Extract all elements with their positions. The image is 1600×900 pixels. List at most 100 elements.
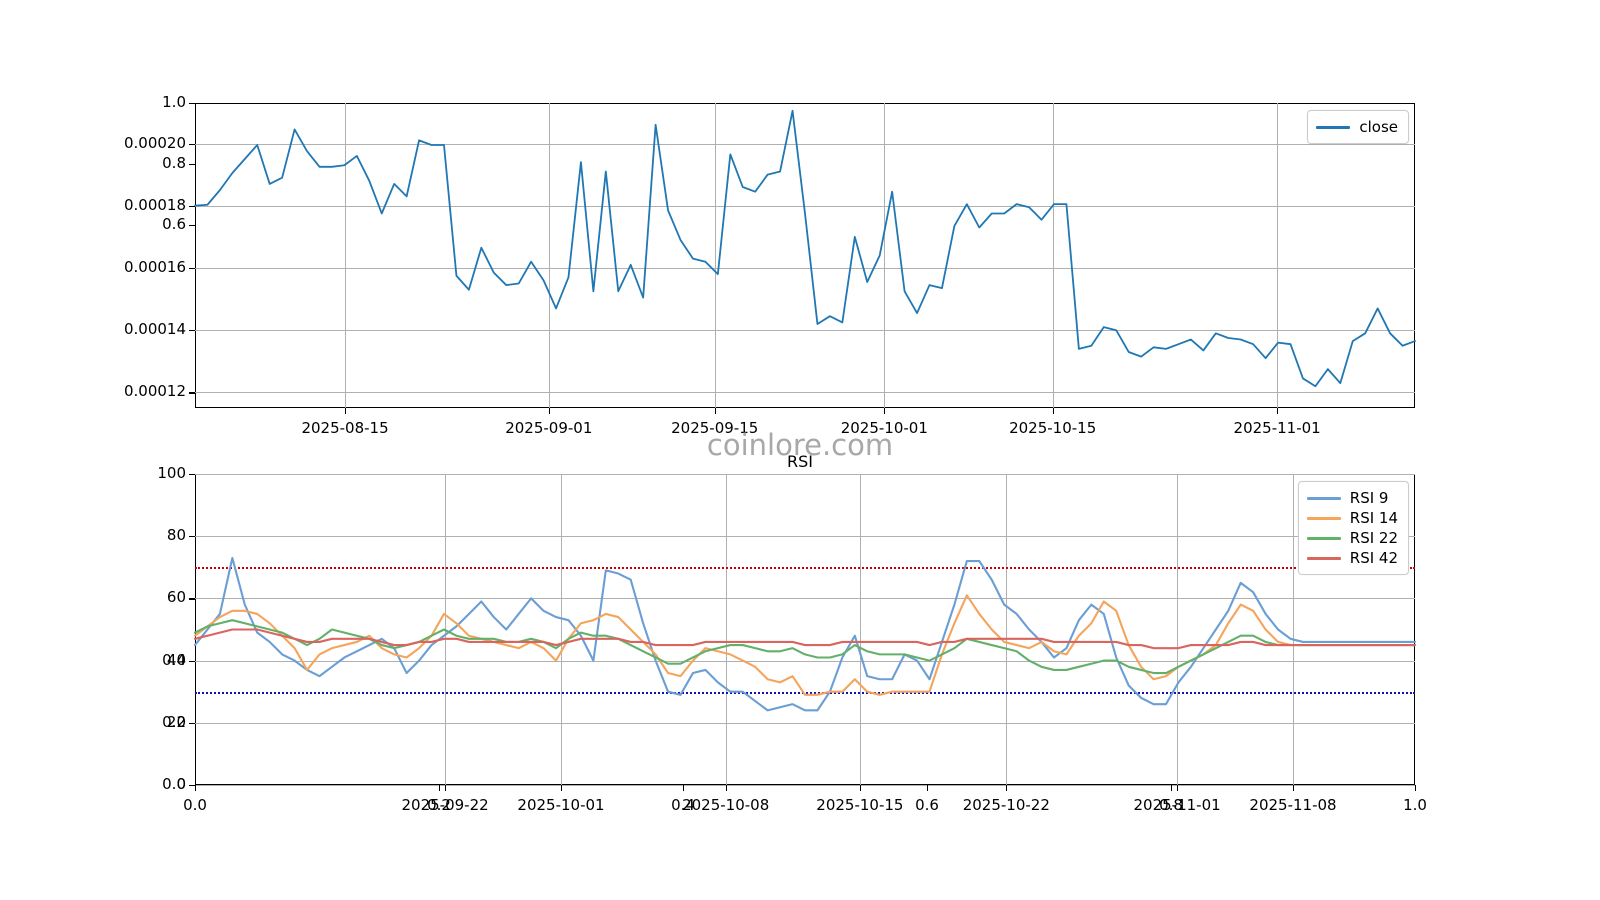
rsi-gridline-v	[725, 474, 727, 785]
rsi-xtick-label-date: 2025-10-22	[962, 796, 1050, 814]
rsi-gridline-v	[561, 474, 562, 785]
legend-label: RSI 42	[1349, 549, 1398, 567]
rsi-xtick-label-numeric: 0.2	[427, 796, 451, 814]
rsi-gridline-v	[1006, 474, 1008, 785]
price-ytick-label-secondary: 1.0	[162, 93, 186, 111]
rsi-xtick-mark	[445, 785, 447, 791]
rsi-xtick-label-numeric: 0.8	[1159, 796, 1183, 814]
rsi-xtick-label-date: 2025-10-01	[517, 796, 605, 814]
price-xtick-mark	[1277, 408, 1279, 414]
legend-label: RSI 22	[1349, 529, 1398, 547]
legend-color-swatch	[1316, 125, 1351, 129]
price-plot-frame	[195, 103, 1415, 408]
price-xtick-mark	[884, 408, 886, 414]
price-ytick-mark	[189, 143, 195, 145]
rsi-xtick-mark-numeric	[439, 785, 441, 791]
price-xtick-label: 2025-10-01	[840, 419, 928, 437]
rsi-chart-panel: RSI 9 RSI 14 RSI 22 RSI 42	[193, 474, 1417, 786]
rsi-xtick-label-date: 2025-09-22	[401, 796, 489, 814]
price-xtick-label: 2025-08-15	[301, 419, 389, 437]
price-gridline-v	[548, 103, 550, 408]
rsi-xtick-label-date: 2025-11-01	[1133, 796, 1221, 814]
rsi-ytick-mark	[189, 598, 195, 600]
price-xtick-mark	[1052, 408, 1054, 414]
price-ytick-mark	[189, 267, 195, 270]
rsi-xtick-label-numeric: 0.4	[671, 796, 695, 814]
rsi-xtick-mark	[859, 785, 862, 791]
price-xtick-mark	[548, 408, 550, 414]
price-xtick-label: 2025-10-15	[1009, 419, 1097, 437]
rsi-legend[interactable]: RSI 9 RSI 14 RSI 22 RSI 42	[1297, 481, 1409, 575]
price-ytick-mark-secondary	[189, 164, 195, 166]
rsi-ytick-label: 40	[166, 650, 186, 669]
price-ytick-mark-secondary	[189, 225, 195, 227]
price-legend-item[interactable]: close	[1316, 117, 1398, 137]
rsi-gridline-h	[195, 660, 1415, 662]
price-xtick-label: 2025-09-15	[671, 419, 759, 437]
rsi-gridline-h	[195, 598, 1415, 600]
rsi-xtick-mark-numeric	[927, 785, 929, 791]
price-xtick-label: 2025-09-01	[505, 419, 593, 437]
rsi-gridline-h	[195, 722, 1415, 724]
rsi-gridline-v	[1177, 474, 1179, 785]
rsi-ytick-mark	[189, 536, 195, 538]
rsi-ytick-label-secondary: 0.2	[162, 712, 186, 731]
price-ytick-label: 0.00016	[123, 257, 186, 276]
rsi-xtick-label-date: 2025-10-15	[816, 796, 904, 814]
price-chart-panel: close	[194, 103, 1416, 408]
price-gridline-v	[345, 103, 347, 408]
rsi-ytick-mark-secondary	[189, 660, 195, 662]
rsi-ytick-label: 20	[166, 712, 186, 731]
rsi-ytick-label: 100	[157, 464, 186, 482]
price-ytick-mark	[189, 330, 195, 332]
price-xtick-mark	[345, 408, 347, 414]
legend-color-swatch	[1306, 556, 1341, 560]
rsi-legend-item[interactable]: RSI 9	[1306, 488, 1398, 508]
rsi-xtick-label-numeric: 0.0	[183, 796, 207, 814]
rsi-xtick-mark	[1006, 785, 1008, 791]
price-ytick-label: 0.00014	[123, 320, 186, 339]
rsi-xtick-mark	[725, 785, 727, 791]
rsi-xtick-label-date: 2025-10-08	[682, 796, 770, 814]
price-xtick-label: 2025-11-01	[1233, 419, 1321, 437]
rsi-xtick-label-numeric: 1.0	[1403, 796, 1427, 814]
price-xtick-mark	[714, 408, 716, 414]
rsi-gridline-h	[195, 785, 1415, 786]
price-gridline-h	[195, 143, 1415, 145]
price-legend[interactable]: close	[1307, 110, 1409, 144]
price-gridline-v	[1277, 103, 1279, 408]
rsi-xtick-mark-numeric	[1171, 785, 1173, 791]
rsi-legend-item[interactable]: RSI 14	[1306, 508, 1398, 528]
rsi-ytick-label: 0	[176, 775, 186, 793]
rsi-legend-item[interactable]: RSI 42	[1306, 548, 1398, 568]
price-ytick-label: 0.00020	[123, 133, 186, 152]
price-gridline-h	[195, 330, 1415, 332]
rsi-gridline-v	[859, 474, 861, 785]
price-ytick-mark-secondary	[189, 103, 195, 105]
price-ytick-mark	[189, 392, 195, 394]
price-gridline-h	[195, 267, 1415, 269]
overbought-level-line	[195, 567, 1415, 570]
rsi-xtick-label-date: 2025-11-08	[1249, 796, 1337, 814]
price-ytick-mark	[189, 205, 195, 207]
rsi-gridline-h	[195, 536, 1415, 538]
rsi-xtick-mark-numeric	[683, 785, 685, 791]
price-ytick-label-secondary: 0.8	[162, 154, 186, 172]
rsi-xtick-mark	[1293, 785, 1295, 791]
rsi-ytick-mark-secondary	[189, 722, 195, 724]
price-gridline-h	[195, 392, 1415, 394]
rsi-xtick-mark-numeric	[195, 785, 197, 791]
price-series-plot	[194, 109, 1416, 388]
rsi-legend-item[interactable]: RSI 22	[1306, 528, 1398, 548]
rsi-series-plot	[193, 556, 1417, 712]
rsi-plot-frame	[195, 474, 1415, 785]
legend-label: RSI 9	[1349, 489, 1389, 507]
rsi-gridline-v	[1293, 474, 1294, 785]
rsi-ytick-mark-secondary	[189, 785, 195, 787]
rsi-xtick-label-numeric: 0.6	[915, 796, 939, 814]
rsi-chart-title: RSI	[787, 452, 813, 471]
price-ytick-label: 0.00012	[123, 382, 186, 401]
price-ytick-label-secondary: 0.6	[162, 215, 186, 233]
price-ytick-label: 0.00018	[123, 195, 186, 214]
